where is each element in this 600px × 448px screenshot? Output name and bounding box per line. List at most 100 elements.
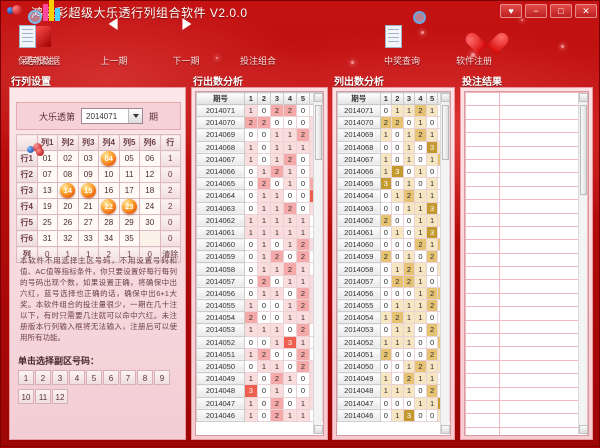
toolbar-button-bet-combination[interactable]: 投注组合	[223, 24, 293, 70]
result-row[interactable]	[465, 292, 588, 308]
result-row[interactable]	[465, 333, 588, 348]
scroll-down-icon[interactable]	[441, 425, 450, 434]
result-row[interactable]	[465, 145, 588, 160]
grid-cell[interactable]: 34	[98, 230, 120, 247]
table-row[interactable]: 2014071011210	[337, 103, 450, 118]
scroll-up-icon[interactable]	[314, 93, 323, 102]
toolbar-button-prize-query[interactable]: 中奖查询	[367, 11, 437, 70]
scroll-thumb[interactable]	[315, 105, 322, 160]
grid-cell[interactable]: 09	[77, 166, 99, 183]
result-row[interactable]	[465, 319, 588, 335]
result-row[interactable]	[465, 185, 588, 201]
grid-row-sum[interactable]: 0	[159, 230, 181, 247]
table-row[interactable]: 2014062111110	[196, 213, 323, 227]
scroll-up-icon[interactable]	[579, 93, 588, 102]
table-row[interactable]: 2014047102011	[196, 396, 323, 410]
table-row[interactable]: 2014061111110	[196, 225, 323, 240]
result-row[interactable]	[465, 413, 588, 428]
grid-cell[interactable]: 08	[57, 166, 79, 183]
grid-cell[interactable]: 32	[57, 230, 79, 247]
result-row[interactable]	[465, 105, 588, 120]
result-row[interactable]	[465, 266, 588, 281]
table-row[interactable]: 2014068101111	[196, 140, 323, 154]
scroll-thumb[interactable]	[580, 105, 587, 195]
grid-cell[interactable]: 05	[118, 150, 140, 167]
grid-cell[interactable]: 12	[139, 166, 161, 183]
grid-cell-selected[interactable]: 14	[57, 182, 79, 199]
result-row[interactable]	[465, 118, 588, 134]
sub-number-button[interactable]: 1	[18, 370, 34, 385]
table-row[interactable]: 2014048111020	[337, 384, 450, 398]
scroll-up-icon[interactable]	[441, 93, 450, 102]
grid-cell[interactable]: 24	[139, 198, 161, 215]
toolbar-button-prev-period[interactable]: 上一期	[79, 24, 149, 70]
grid-cell[interactable]: 06	[139, 150, 161, 167]
grid-cell[interactable]: 18	[139, 182, 161, 199]
result-row[interactable]	[465, 239, 588, 254]
result-row[interactable]	[465, 92, 588, 107]
result-row[interactable]	[465, 306, 588, 321]
table-row[interactable]: 2014058011210	[196, 262, 323, 276]
result-row[interactable]	[465, 132, 588, 147]
table-row[interactable]: 2014062200111	[337, 213, 450, 227]
table-row[interactable]: 2014067101201	[196, 152, 323, 166]
grid-cell[interactable]: 19	[36, 198, 58, 215]
result-row[interactable]	[465, 386, 588, 401]
toolbar-button-save-bet[interactable]: 保存投注	[1, 24, 71, 70]
table-row[interactable]: 2014055011120	[337, 298, 450, 313]
grid-col-sum-5[interactable]: 1	[118, 246, 140, 263]
maximize-button[interactable]: □	[550, 4, 572, 18]
table-row[interactable]: 2014064012110	[337, 189, 450, 203]
grid-col-sum-3[interactable]: 1	[77, 246, 99, 263]
grid-cell-selected[interactable]: 15	[77, 182, 99, 199]
table-row[interactable]: 2014057022100	[337, 274, 450, 288]
sub-number-button[interactable]: 10	[18, 389, 34, 404]
chevron-down-icon[interactable]	[128, 109, 142, 123]
table-row[interactable]: 2014059012020	[196, 250, 323, 264]
table-row[interactable]: 2014070220001	[196, 116, 323, 130]
sub-number-button[interactable]: 6	[103, 370, 119, 385]
scroll-down-icon[interactable]	[579, 425, 588, 434]
table-row[interactable]: 2014050011021	[196, 359, 323, 374]
grid-cell[interactable]: 13	[36, 182, 58, 199]
sub-number-button[interactable]: 7	[120, 370, 136, 385]
table-row[interactable]: 2014051120020	[196, 347, 323, 361]
table-row[interactable]: 2014053111020	[196, 323, 323, 337]
result-row[interactable]	[465, 225, 588, 241]
grid-cell[interactable]: 35	[118, 230, 140, 247]
grid-cell-selected[interactable]: 23	[118, 198, 140, 215]
grid-cell[interactable]: 28	[98, 214, 120, 231]
grid-cell[interactable]: 21	[77, 198, 99, 215]
table-row[interactable]: 2014056011021	[196, 286, 323, 301]
result-row[interactable]	[465, 373, 588, 388]
sub-number-button[interactable]: 4	[69, 370, 85, 385]
result-row[interactable]	[465, 252, 588, 268]
result-row[interactable]	[465, 399, 588, 415]
table-row[interactable]: 2014069101210	[337, 128, 450, 142]
toolbar-button-update-data[interactable]: 更新数据	[7, 0, 77, 70]
table-row[interactable]: 2014049102101	[196, 372, 323, 386]
grid-col-sum-4[interactable]: 2	[98, 246, 120, 263]
table-row[interactable]: 2014050001211	[337, 359, 450, 374]
result-row[interactable]	[465, 212, 588, 227]
grid-cell[interactable]: 16	[98, 182, 120, 199]
sub-number-button[interactable]: 3	[52, 370, 68, 385]
grid-row-sum[interactable]: 2	[159, 182, 181, 199]
grid-cell[interactable]: 33	[77, 230, 99, 247]
grid-cell[interactable]: 03	[77, 150, 99, 167]
result-row[interactable]	[465, 158, 588, 174]
toolbar-button-register[interactable]: 软件注册	[439, 24, 509, 70]
grid-cell-selected[interactable]: 04	[98, 150, 120, 167]
grid-cell[interactable]: 20	[57, 198, 79, 215]
toolbar-button-next-period[interactable]: 下一期	[151, 24, 221, 70]
grid-cell[interactable]: 27	[77, 214, 99, 231]
table-row[interactable]: 2014070220100	[337, 116, 450, 130]
table-row[interactable]: 2014064011003	[196, 189, 323, 203]
table-row[interactable]: 2014065301010	[337, 177, 450, 191]
table-row[interactable]: 2014058012101	[337, 262, 450, 276]
table-row[interactable]: 2014055100121	[196, 298, 323, 313]
grid-cell[interactable]: 31	[36, 230, 58, 247]
